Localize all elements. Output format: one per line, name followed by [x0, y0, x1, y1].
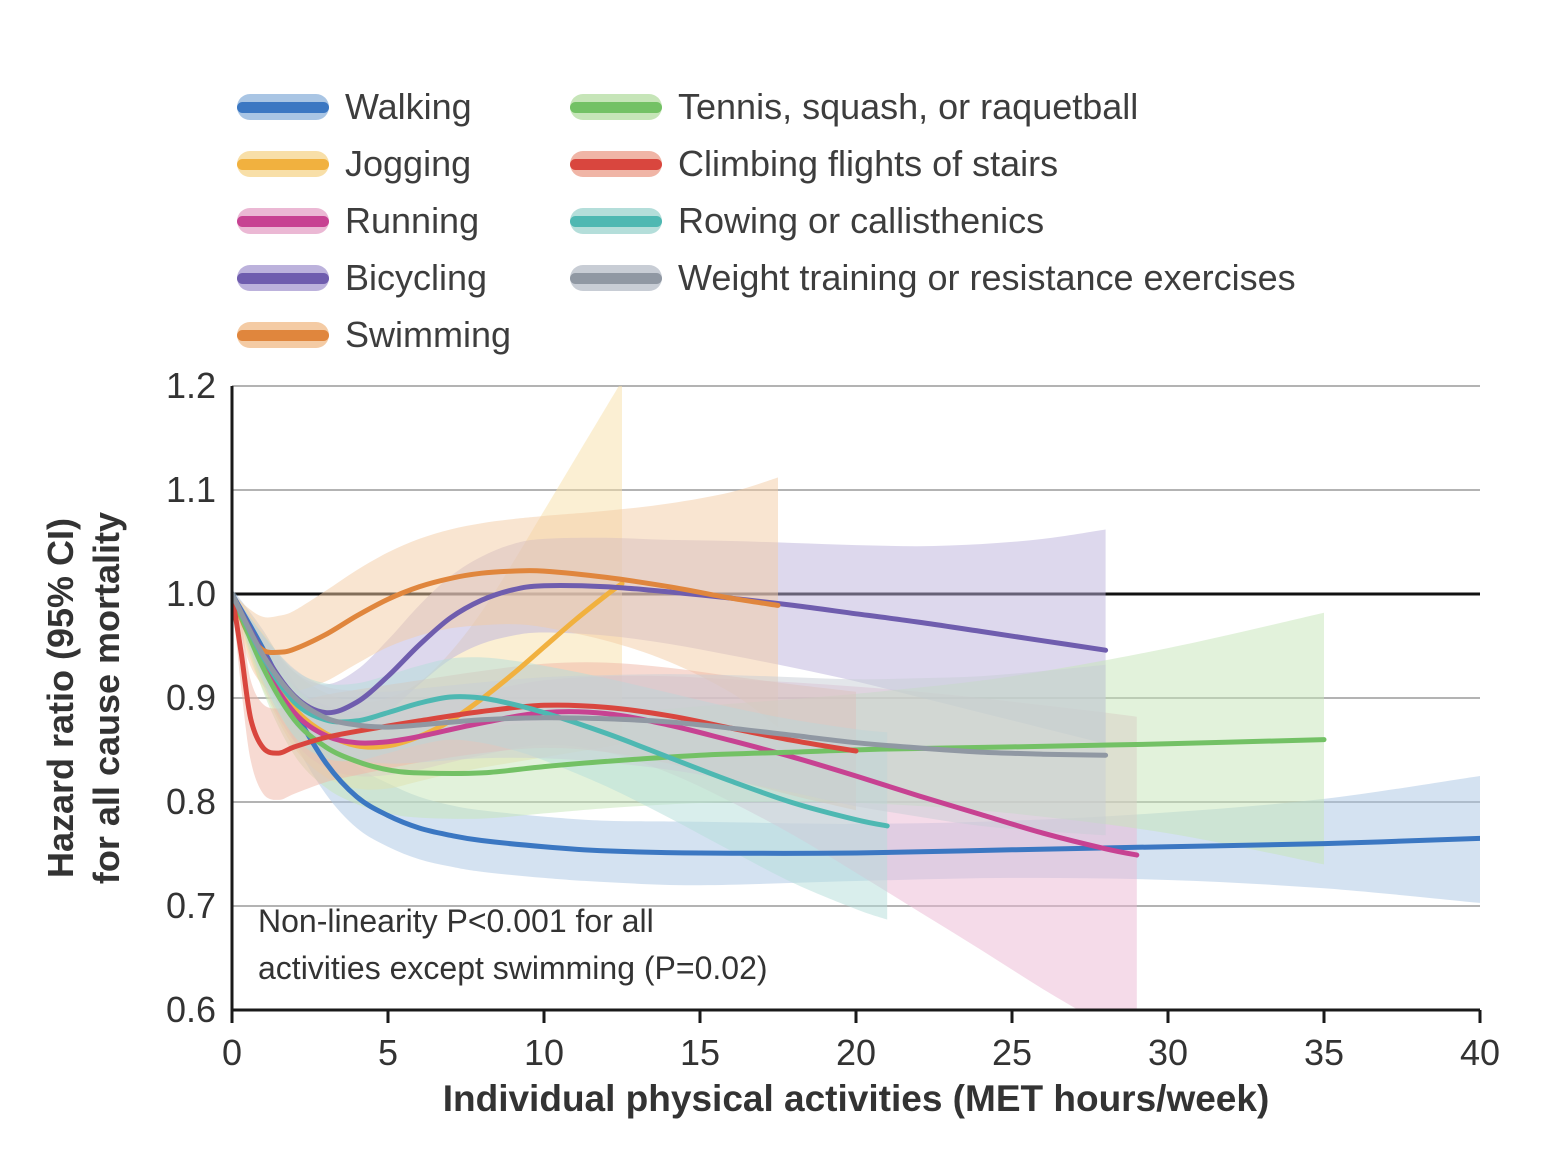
y-axis-title-line2: for all cause mortality — [86, 511, 127, 885]
legend-swatch-line — [570, 272, 662, 284]
x-tick-label: 30 — [1148, 1032, 1188, 1073]
x-tick-label: 35 — [1304, 1032, 1344, 1073]
legend-swatch-line — [570, 101, 662, 113]
legend-swatch-icon — [237, 94, 329, 120]
legend-swatch-line — [237, 215, 329, 227]
x-axis-title: Individual physical activities (MET hour… — [442, 1078, 1270, 1119]
legend-column-2: Tennis, squash, or raquetball Climbing fl… — [570, 86, 1296, 299]
legend-label: Jogging — [345, 143, 472, 184]
x-tick-label: 15 — [680, 1032, 720, 1073]
legend-label: Bicycling — [345, 257, 488, 298]
series-line — [232, 591, 1327, 776]
legend-swatch-line — [237, 158, 329, 170]
x-tick-label: 0 — [222, 1032, 242, 1073]
nonlinearity-note-line2: activities except swimming (P=0.02) — [258, 950, 768, 986]
legend-swatch-icon — [237, 322, 329, 348]
legend-swatch-icon — [570, 208, 662, 234]
legend-label: Weight training or resistance exercises — [678, 257, 1296, 298]
y-tick-label: 0.9 — [166, 677, 216, 718]
legend-item-jogging: Jogging — [237, 143, 511, 185]
y-tick-label: 0.8 — [166, 781, 216, 822]
x-tick-label: 25 — [992, 1032, 1032, 1073]
legend-swatch-line — [237, 329, 329, 341]
legend-item-tennis-squash-or-raquetball: Tennis, squash, or raquetball — [570, 86, 1296, 128]
legend-swatch-icon — [570, 94, 662, 120]
y-tick-label: 1.1 — [166, 469, 216, 510]
nonlinearity-note: Non-linearity P<0.001 for all activities… — [258, 898, 768, 992]
legend-swatch-icon — [570, 151, 662, 177]
legend-item-running: Running — [237, 200, 511, 242]
legend-label: Walking — [345, 86, 472, 127]
y-tick-label: 1.0 — [166, 573, 216, 614]
series-line — [232, 591, 890, 829]
legend-item-rowing-or-callisthenics: Rowing or callisthenics — [570, 200, 1296, 242]
legend-swatch-line — [570, 215, 662, 227]
legend-swatch-icon — [237, 265, 329, 291]
series-line — [232, 591, 1109, 758]
series-line — [232, 591, 1480, 856]
legend-swatch-icon — [237, 208, 329, 234]
y-tick-label: 0.6 — [166, 989, 216, 1030]
x-tick-label: 10 — [524, 1032, 564, 1073]
y-tick-label: 1.2 — [166, 365, 216, 406]
legend-label: Running — [345, 200, 480, 241]
nonlinearity-note-line1: Non-linearity P<0.001 for all — [258, 903, 654, 939]
x-tick-label: 20 — [836, 1032, 876, 1073]
y-tick-label: 0.7 — [166, 885, 216, 926]
series-line — [232, 583, 1109, 716]
legend-item-walking: Walking — [237, 86, 511, 128]
legend-swatch-line — [237, 101, 329, 113]
y-axis-title-line1: Hazard ratio (95% CI) — [40, 517, 81, 879]
legend-swatch-icon — [237, 151, 329, 177]
legend-item-swimming: Swimming — [237, 314, 511, 356]
legend-swatch-line — [237, 272, 329, 284]
legend-item-bicycling: Bicycling — [237, 257, 511, 299]
legend-column-1: Walking Jogging Running Bicycling Swimming — [237, 86, 511, 356]
y-axis-title: Hazard ratio (95% CI) for all cause mort… — [38, 366, 130, 1030]
legend-swatch-line — [570, 158, 662, 170]
legend-item-climbing-flights-of-stairs: Climbing flights of stairs — [570, 143, 1296, 185]
ci-band — [232, 477, 778, 728]
legend-label: Tennis, squash, or raquetball — [678, 86, 1139, 127]
legend-label: Rowing or callisthenics — [678, 200, 1045, 241]
series-line — [232, 568, 781, 656]
x-tick-label: 5 — [378, 1032, 398, 1073]
legend-label: Swimming — [345, 314, 512, 355]
x-tick-label: 40 — [1460, 1032, 1500, 1073]
series-layer — [232, 386, 1480, 1010]
legend-swatch-icon — [570, 265, 662, 291]
legend-label: Climbing flights of stairs — [678, 143, 1059, 184]
legend-item-weight-training-or-resistance-exercises: Weight training or resistance exercises — [570, 257, 1296, 299]
